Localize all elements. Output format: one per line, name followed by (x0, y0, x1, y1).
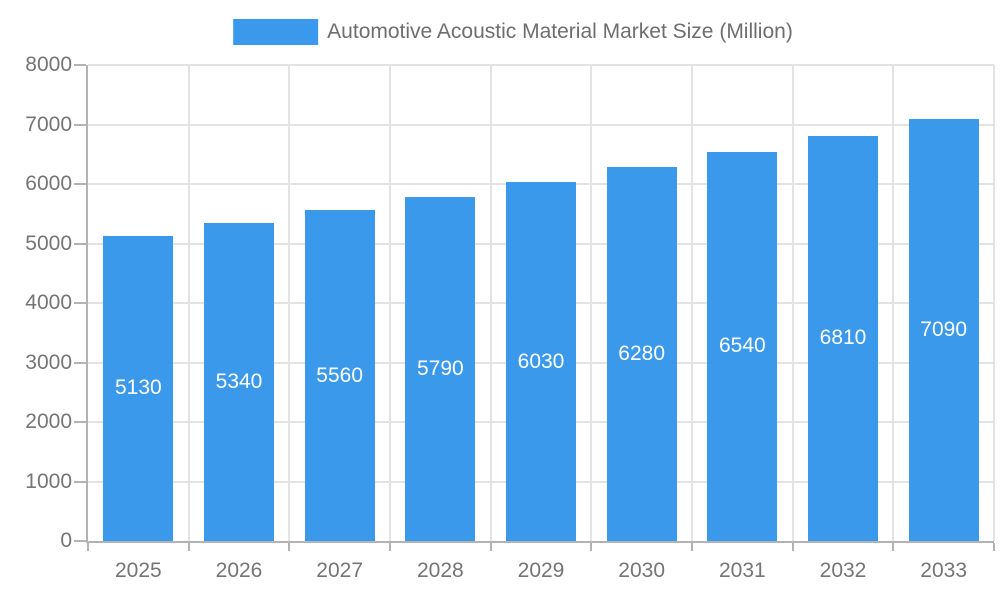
bar-value-label: 5560 (316, 363, 364, 387)
plot-area: 0 1000 2000 3000 4000 5000 6000 7000 8000 5130 202… (25, 53, 995, 582)
x-axis-tick (791, 543, 794, 551)
bar-value-label: 5130 (114, 376, 162, 400)
y-axis-label: 0 (60, 529, 72, 552)
x-axis-label: 2027 (316, 559, 364, 582)
x-axis-label: 2029 (517, 559, 565, 582)
x-axis-label: 2033 (920, 559, 968, 582)
x-axis-tick (489, 543, 492, 551)
x-axis-label: 2031 (718, 559, 766, 582)
gridline-vertical (187, 65, 190, 541)
x-axis-tick (87, 543, 89, 551)
x-axis-tick (892, 543, 895, 551)
y-axis-tick (74, 421, 86, 423)
x-axis-tick (389, 543, 391, 551)
y-axis-label: 6000 (25, 172, 72, 195)
bar-2032[interactable] (808, 135, 878, 541)
y-axis-label: 4000 (25, 291, 72, 314)
y-axis-label: 2000 (25, 410, 72, 433)
y-axis-tick (74, 540, 86, 542)
x-axis-label: 2026 (215, 559, 263, 582)
legend-label: Automotive Acoustic Material Market Size… (327, 20, 793, 43)
x-axis-tick (691, 543, 693, 551)
y-axis-label: 8000 (25, 53, 72, 76)
y-axis-tick (74, 183, 86, 185)
x-axis-label: 2030 (618, 559, 666, 582)
x-axis-tick (288, 543, 291, 551)
y-axis-tick (74, 361, 86, 364)
x-axis-tick (993, 543, 995, 551)
y-axis-label: 3000 (25, 350, 72, 374)
y-axis-label: 1000 (25, 469, 72, 493)
bar-2029[interactable] (506, 182, 576, 541)
legend-item[interactable]: Automotive Acoustic Material Market Size… (233, 19, 793, 45)
y-axis-tick (74, 64, 86, 66)
gridline-horizontal (88, 64, 994, 66)
bar-value-label: 6810 (819, 326, 867, 350)
gridline-vertical (590, 65, 593, 541)
gridline-vertical (389, 65, 391, 541)
x-axis-label: 2025 (114, 559, 162, 582)
bar-value-label: 5790 (416, 356, 464, 380)
bar-2030[interactable] (606, 167, 677, 541)
y-axis-tick (74, 123, 86, 126)
bar-2031[interactable] (707, 151, 778, 541)
gridline-vertical (993, 65, 995, 541)
y-axis-tick (74, 480, 86, 483)
bar-value-label: 6540 (718, 334, 766, 358)
x-axis-tick (187, 543, 190, 551)
y-axis-label: 5000 (25, 231, 72, 255)
bar-2028[interactable] (405, 196, 476, 541)
x-axis-label: 2028 (416, 559, 464, 582)
bar-2027[interactable] (304, 210, 375, 541)
bar-value-label: 6280 (618, 342, 666, 366)
y-axis-tick (74, 302, 86, 304)
legend-swatch (233, 19, 319, 45)
gridline-vertical (791, 65, 794, 541)
bar-value-label: 7090 (920, 318, 968, 342)
y-axis-tick (74, 242, 86, 245)
gridline-vertical (288, 65, 291, 541)
bar-2033[interactable] (908, 119, 979, 541)
bar-2026[interactable] (204, 223, 274, 541)
y-axis-label: 7000 (25, 112, 72, 136)
bar-value-label: 6030 (517, 349, 565, 373)
bar-value-label: 5340 (215, 370, 263, 394)
gridline-horizontal (88, 123, 994, 126)
gridline-vertical (691, 65, 693, 541)
x-axis-tick (590, 543, 593, 551)
gridline-vertical (489, 65, 492, 541)
gridline-vertical (892, 65, 895, 541)
bar-2025[interactable] (103, 235, 174, 541)
x-axis-label: 2032 (819, 559, 867, 582)
